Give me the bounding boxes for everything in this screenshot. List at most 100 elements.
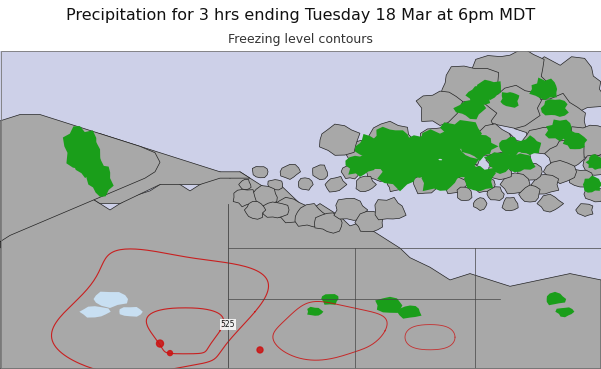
Polygon shape [470,125,510,153]
Polygon shape [355,175,374,192]
Polygon shape [468,48,546,104]
Polygon shape [502,196,518,211]
Polygon shape [385,139,417,162]
Polygon shape [0,114,160,248]
Polygon shape [0,130,250,204]
Polygon shape [567,170,591,186]
Polygon shape [475,175,495,192]
Polygon shape [557,306,575,317]
Polygon shape [66,128,96,166]
Polygon shape [546,139,587,169]
Polygon shape [414,92,463,125]
Polygon shape [581,177,601,193]
Polygon shape [498,136,523,155]
Polygon shape [420,127,461,154]
Polygon shape [581,155,601,177]
Polygon shape [415,162,465,194]
Polygon shape [544,119,572,142]
Polygon shape [520,186,540,202]
Polygon shape [239,179,251,189]
Polygon shape [369,122,414,157]
Polygon shape [538,195,564,212]
Polygon shape [489,163,512,180]
Polygon shape [501,176,531,194]
Polygon shape [245,201,266,218]
Polygon shape [439,150,478,182]
Polygon shape [528,79,560,97]
Polygon shape [354,134,383,159]
Polygon shape [88,161,111,196]
Polygon shape [445,140,483,168]
Polygon shape [522,125,561,155]
Polygon shape [323,177,344,192]
Polygon shape [377,298,403,315]
Circle shape [156,340,163,347]
Polygon shape [78,143,105,182]
Polygon shape [484,152,515,173]
Polygon shape [462,165,498,191]
Polygon shape [370,126,407,151]
Polygon shape [477,90,543,131]
Polygon shape [356,212,385,234]
Polygon shape [233,189,257,207]
Polygon shape [518,163,543,181]
Polygon shape [318,292,340,305]
Polygon shape [545,292,567,304]
Polygon shape [526,58,601,118]
Polygon shape [401,135,439,157]
Polygon shape [293,204,324,227]
Polygon shape [280,164,300,177]
Polygon shape [460,134,498,157]
Polygon shape [457,186,473,201]
Polygon shape [485,187,504,200]
Polygon shape [261,200,286,218]
Polygon shape [467,86,493,106]
Polygon shape [416,132,462,165]
Text: Precipitation for 3 hrs ending Tuesday 18 Mar at 6pm MDT: Precipitation for 3 hrs ending Tuesday 1… [66,8,535,23]
Polygon shape [79,306,111,318]
Circle shape [168,351,172,356]
Polygon shape [520,136,543,155]
Polygon shape [540,98,568,118]
Polygon shape [561,130,586,151]
Polygon shape [0,289,200,369]
Polygon shape [370,163,391,182]
Polygon shape [253,165,269,178]
Polygon shape [431,164,450,181]
Polygon shape [299,178,312,190]
Polygon shape [93,291,126,306]
Polygon shape [397,138,435,166]
Polygon shape [585,185,601,202]
Polygon shape [308,306,322,317]
Polygon shape [346,141,386,165]
Polygon shape [444,103,496,142]
Polygon shape [454,98,482,119]
Polygon shape [532,175,561,194]
Polygon shape [319,127,360,154]
Polygon shape [398,306,423,318]
Polygon shape [343,153,373,175]
Polygon shape [434,70,504,113]
Polygon shape [250,186,279,207]
Polygon shape [476,80,502,97]
Polygon shape [578,203,594,217]
Polygon shape [316,213,344,232]
Polygon shape [331,198,367,222]
Text: 525: 525 [221,320,235,329]
Polygon shape [514,94,589,148]
Polygon shape [268,179,283,192]
Polygon shape [404,146,441,177]
Polygon shape [371,198,407,220]
Text: Freezing level contours: Freezing level contours [228,33,373,46]
Polygon shape [474,197,488,209]
Polygon shape [443,176,467,194]
Polygon shape [388,177,401,192]
Polygon shape [400,163,421,180]
Polygon shape [269,199,309,222]
Polygon shape [587,154,601,170]
Polygon shape [454,160,484,182]
Polygon shape [498,91,521,107]
Polygon shape [313,164,328,179]
Polygon shape [544,160,575,184]
Polygon shape [507,151,536,175]
